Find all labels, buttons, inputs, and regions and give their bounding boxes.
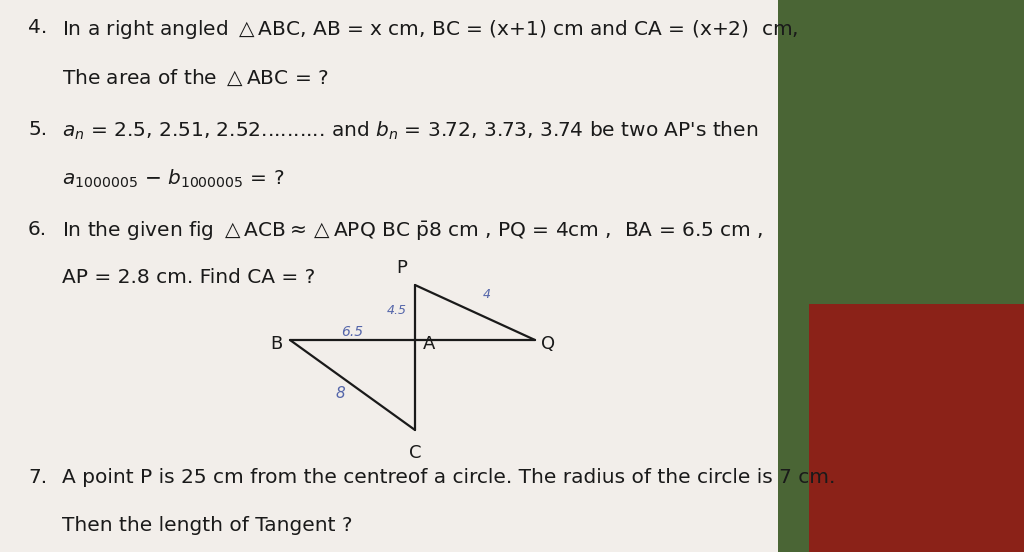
Bar [809, 304, 1024, 552]
Text: In the given fig $\triangle$ACB$\approx$$\triangle$APQ BC $\bar{\rm p}$8 cm , PQ: In the given fig $\triangle$ACB$\approx$… [62, 220, 763, 243]
Text: 4.: 4. [28, 18, 47, 37]
Bar [0, 0, 778, 552]
Text: A point P is 25 cm from the centreof a circle. The radius of the circle is 7 cm.: A point P is 25 cm from the centreof a c… [62, 468, 836, 487]
Text: 4.5: 4.5 [387, 304, 407, 316]
Text: 6.: 6. [28, 220, 47, 239]
Text: P: P [396, 259, 407, 277]
Bar [758, 0, 1024, 552]
Text: In a right angled $\triangle$ABC, AB = x cm, BC = (x+1) cm and CA = (x+2)  cm,: In a right angled $\triangle$ABC, AB = x… [62, 18, 799, 41]
Text: B: B [269, 335, 282, 353]
Text: C: C [409, 444, 421, 462]
Text: $a_n$ = 2.5, 2.51, 2.52.......... and $b_n$ = 3.72, 3.73, 3.74 be two AP's then: $a_n$ = 2.5, 2.51, 2.52.......... and $b… [62, 120, 758, 142]
Text: 6.5: 6.5 [341, 325, 364, 339]
Text: AP = 2.8 cm. Find CA = ?: AP = 2.8 cm. Find CA = ? [62, 268, 315, 287]
Text: 8: 8 [335, 385, 345, 401]
Text: $a_{1000005}$ $-$ $b_{1000005}$ = ?: $a_{1000005}$ $-$ $b_{1000005}$ = ? [62, 168, 285, 190]
Text: 5.: 5. [28, 120, 47, 139]
Text: A: A [423, 335, 435, 353]
Text: 7.: 7. [28, 468, 47, 487]
Text: Q: Q [541, 335, 555, 353]
Text: Then the length of Tangent ?: Then the length of Tangent ? [62, 516, 352, 535]
Text: 4: 4 [483, 289, 490, 301]
Text: The area of the $\triangle$ABC = ?: The area of the $\triangle$ABC = ? [62, 68, 329, 88]
